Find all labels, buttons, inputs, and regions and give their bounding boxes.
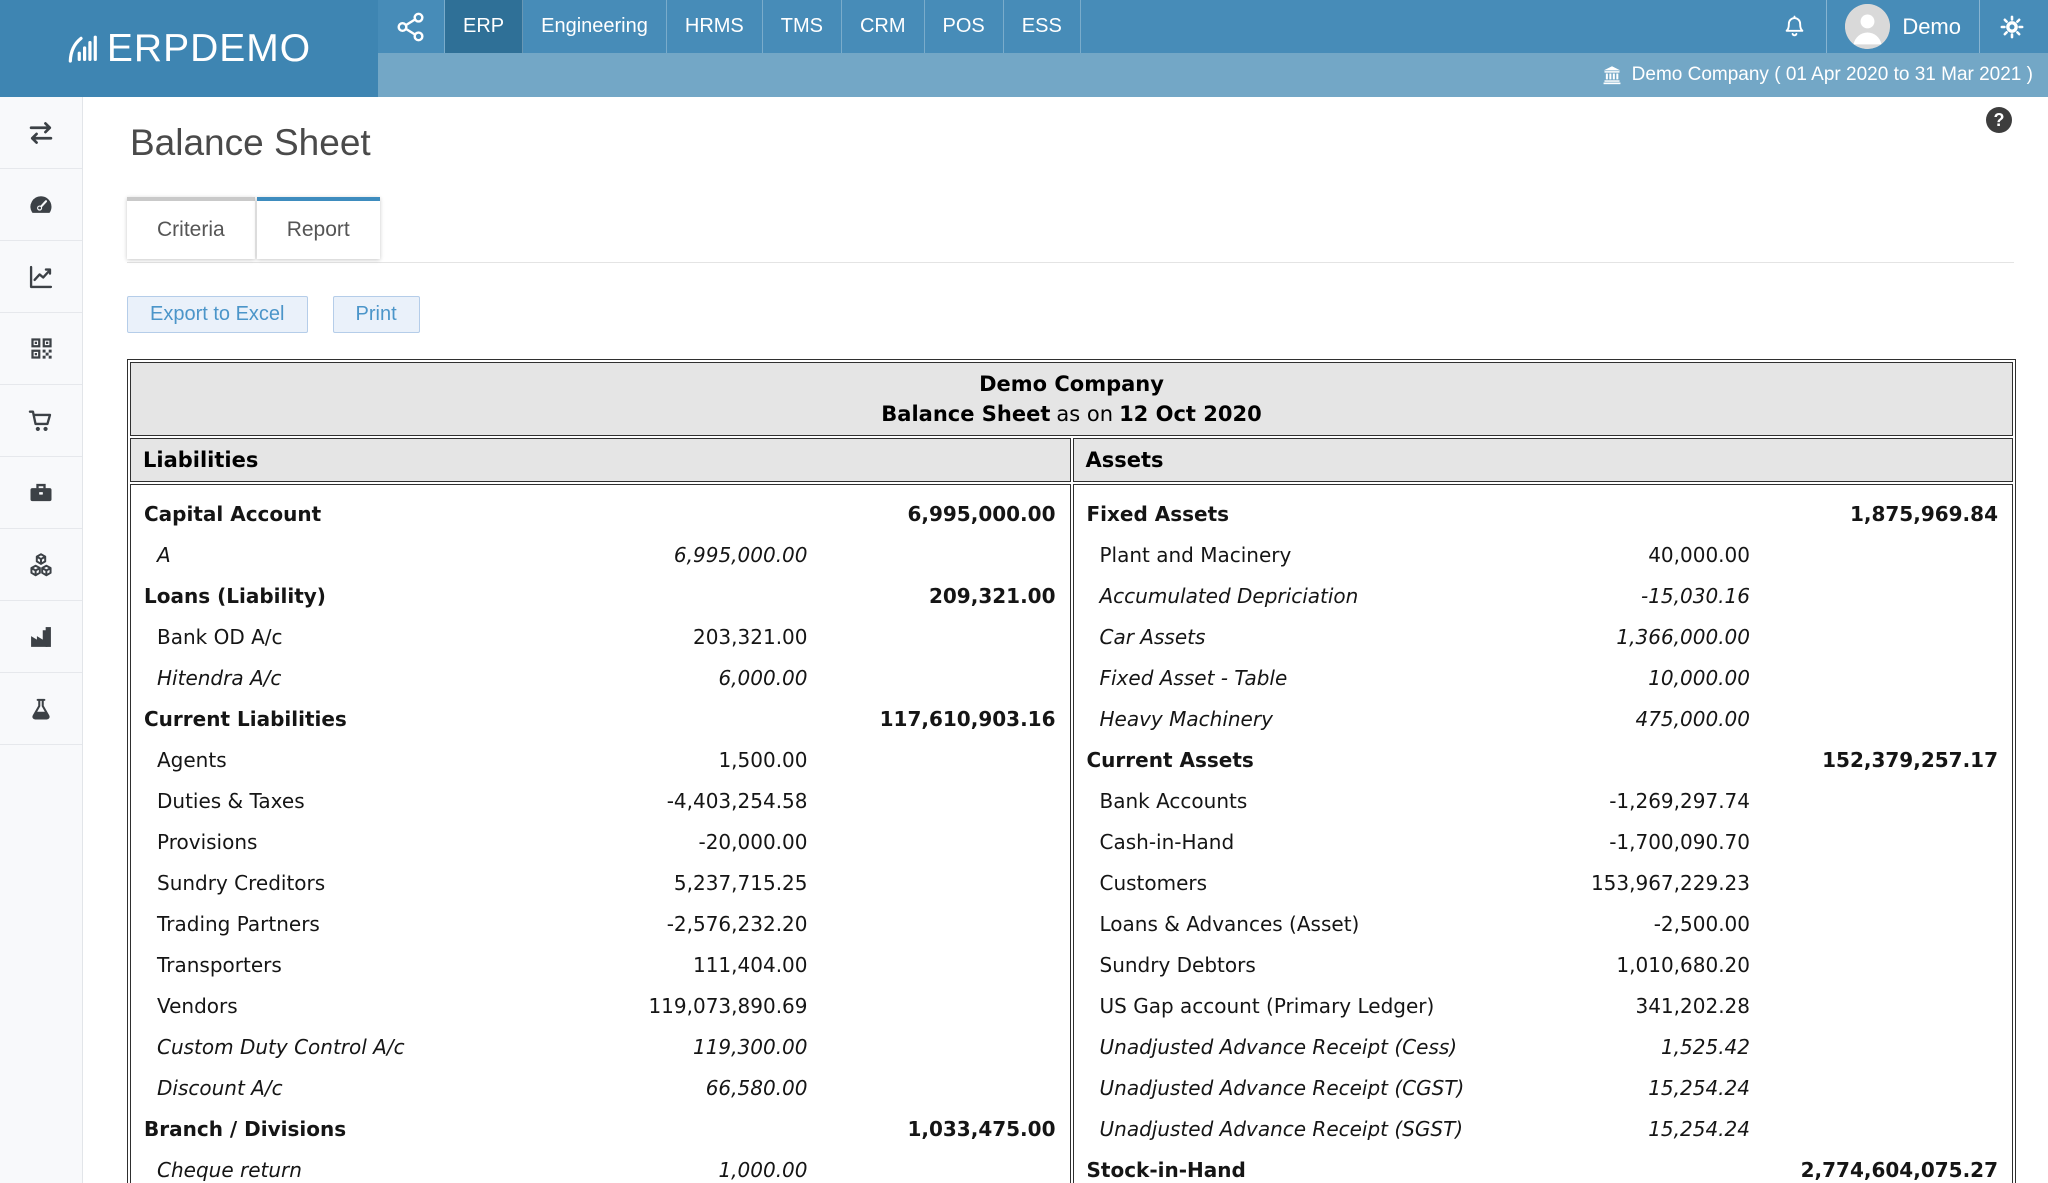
- liabilities-header: Liabilities: [130, 438, 1071, 482]
- sidebar-item-purchases[interactable]: [0, 385, 82, 457]
- sidebar-item-qrcode[interactable]: [0, 313, 82, 385]
- report-row: Provisions -20,000.00: [157, 829, 808, 854]
- main-nav: ERP Engineering HRMS TMS CRM POS ESS: [378, 0, 2048, 53]
- report-row: Transporters 111,404.00: [157, 952, 808, 977]
- chart-line-icon: [27, 263, 55, 291]
- sidebar-item-production[interactable]: [0, 601, 82, 673]
- report-row: Current Liabilities 117,610,903.16: [144, 706, 1056, 731]
- report-row: Heavy Machinery 475,000.00: [1099, 706, 1751, 731]
- balance-sheet-table: Demo Company Balance Sheet as on 12 Oct 20…: [127, 359, 2016, 1183]
- nav-tab[interactable]: TMS: [763, 0, 842, 53]
- nav-tab[interactable]: CRM: [842, 0, 925, 53]
- report-row: Accumulated Depriciation -15,030.16: [1099, 583, 1751, 608]
- sidebar-item-inventory[interactable]: [0, 529, 82, 601]
- main-content: ? Balance Sheet Criteria Report Export t…: [83, 97, 2048, 1183]
- report-date: 12 Oct 2020: [1119, 402, 1262, 426]
- top-header: ERPDEMO ERP Engineering HRMS TMS CRM: [0, 0, 2048, 97]
- sidebar-item-dashboard[interactable]: [0, 169, 82, 241]
- report-row: Plant and Macinery 40,000.00: [1099, 542, 1751, 567]
- avatar[interactable]: [1845, 4, 1891, 49]
- report-row: Bank OD A/c 203,321.00: [157, 624, 808, 649]
- report-row: US Gap account (Primary Ledger) 341,202.…: [1099, 993, 1751, 1018]
- bank-icon: [1601, 64, 1623, 86]
- report-row: Unadjusted Advance Receipt (SGST) 15,254…: [1099, 1116, 1751, 1141]
- user-name[interactable]: Demo: [1902, 13, 1961, 39]
- sidebar-item-business[interactable]: [0, 457, 82, 529]
- report-row: Loans (Liability) 209,321.00: [144, 583, 1056, 608]
- report-row: A 6,995,000.00: [157, 542, 808, 567]
- report-row: Discount A/c 66,580.00: [157, 1075, 808, 1100]
- assets-column: Fixed Assets 1,875,969.84 Plant and Maci…: [1072, 484, 2013, 1183]
- nav-tab[interactable]: Engineering: [523, 0, 667, 53]
- divider: [1826, 0, 1828, 53]
- briefcase-icon: [27, 479, 55, 507]
- sidebar-item-analytics[interactable]: [0, 241, 82, 313]
- bell-icon[interactable]: [1781, 13, 1808, 40]
- divider: [1979, 0, 1980, 53]
- report-row: Unadjusted Advance Receipt (CGST) 15,254…: [1099, 1075, 1751, 1100]
- report-asof: as on: [1056, 402, 1114, 426]
- qrcode-icon: [28, 335, 55, 362]
- nav-tab[interactable]: ESS: [1004, 0, 1081, 53]
- cart-icon: [27, 407, 55, 435]
- header-right-group: Demo: [1781, 0, 2048, 53]
- liabilities-column: Capital Account 6,995,000.00 A 6,995,000…: [130, 484, 1071, 1183]
- nav-tabs: ERP Engineering HRMS TMS CRM POS ESS: [445, 0, 1081, 53]
- company-period-text: Demo Company ( 01 Apr 2020 to 31 Mar 202…: [1631, 64, 2033, 85]
- logo-chart-icon: [67, 33, 99, 65]
- app-logo[interactable]: ERPDEMO: [0, 0, 378, 97]
- report-row: Trading Partners -2,576,232.20: [157, 911, 808, 936]
- report-company: Demo Company: [979, 372, 1164, 396]
- sidebar: [0, 97, 83, 1183]
- transfer-icon: [27, 119, 55, 147]
- report-row: Sundry Debtors 1,010,680.20: [1099, 952, 1751, 977]
- toolbar: Export to Excel Print: [127, 296, 2048, 333]
- report-row: Fixed Assets 1,875,969.84: [1086, 501, 1999, 526]
- sidebar-item-transfer[interactable]: [0, 97, 82, 169]
- report-row: Custom Duty Control A/c 119,300.00: [157, 1034, 808, 1059]
- gear-icon[interactable]: [1998, 13, 2026, 41]
- help-icon[interactable]: ?: [1986, 107, 2012, 133]
- report-row: Fixed Asset - Table 10,000.00: [1099, 665, 1751, 690]
- assets-header: Assets: [1072, 438, 2013, 482]
- print-button[interactable]: Print: [332, 296, 420, 333]
- report-row: Current Assets 152,379,257.17: [1086, 747, 1999, 772]
- share-network-icon[interactable]: [378, 0, 445, 53]
- dashboard-icon: [27, 191, 55, 219]
- nav-tab[interactable]: HRMS: [667, 0, 763, 53]
- report-row: Stock-in-Hand 2,774,604,075.27: [1086, 1157, 1999, 1182]
- report-row: Cash-in-Hand -1,700,090.70: [1099, 829, 1751, 854]
- report-row: Duties & Taxes -4,403,254.58: [157, 788, 808, 813]
- report-tabs: Criteria Report: [127, 197, 2014, 263]
- report-row: Customers 153,967,229.23: [1099, 870, 1751, 895]
- report-row: Vendors 119,073,890.69: [157, 993, 808, 1018]
- report-row: Loans & Advances (Asset) -2,500.00: [1099, 911, 1751, 936]
- report-row: Branch / Divisions 1,033,475.00: [144, 1116, 1056, 1141]
- page-tab[interactable]: Report: [256, 197, 380, 259]
- report-row: Hitendra A/c 6,000.00: [157, 665, 808, 690]
- flask-icon: [28, 696, 54, 722]
- report-row: Bank Accounts -1,269,297.74: [1099, 788, 1751, 813]
- nav-tab[interactable]: POS: [925, 0, 1004, 53]
- logo-text: ERPDEMO: [106, 26, 312, 70]
- factory-icon: [27, 623, 55, 651]
- cubes-icon: [27, 551, 55, 579]
- report-row: Capital Account 6,995,000.00: [144, 501, 1056, 526]
- report-row: Car Assets 1,366,000.00: [1099, 624, 1751, 649]
- page-title: Balance Sheet: [130, 122, 371, 163]
- report-name: Balance Sheet: [881, 402, 1051, 426]
- company-period-bar: Demo Company ( 01 Apr 2020 to 31 Mar 202…: [378, 53, 2048, 97]
- report-title-cell: Demo Company Balance Sheet as on 12 Oct 20…: [130, 362, 2013, 436]
- page-tab[interactable]: Criteria: [127, 197, 255, 259]
- export-to-excel-button[interactable]: Export to Excel: [127, 296, 308, 333]
- nav-tab[interactable]: ERP: [445, 0, 524, 53]
- report-row: Cheque return 1,000.00: [157, 1157, 808, 1182]
- sidebar-item-quality[interactable]: [0, 673, 82, 745]
- report-row: Unadjusted Advance Receipt (Cess) 1,525.…: [1099, 1034, 1751, 1059]
- report-row: Agents 1,500.00: [157, 747, 808, 772]
- report-row: Sundry Creditors 5,237,715.25: [157, 870, 808, 895]
